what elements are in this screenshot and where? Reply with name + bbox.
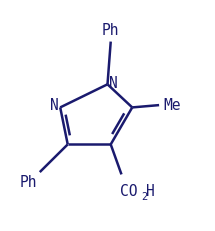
Text: Me: Me xyxy=(163,98,181,112)
Text: CO: CO xyxy=(120,184,138,199)
Text: H: H xyxy=(146,184,155,199)
Text: N: N xyxy=(109,76,117,91)
Text: Ph: Ph xyxy=(19,175,37,190)
Text: N: N xyxy=(51,98,59,112)
Text: 2: 2 xyxy=(141,192,147,202)
Text: Ph: Ph xyxy=(102,23,120,37)
